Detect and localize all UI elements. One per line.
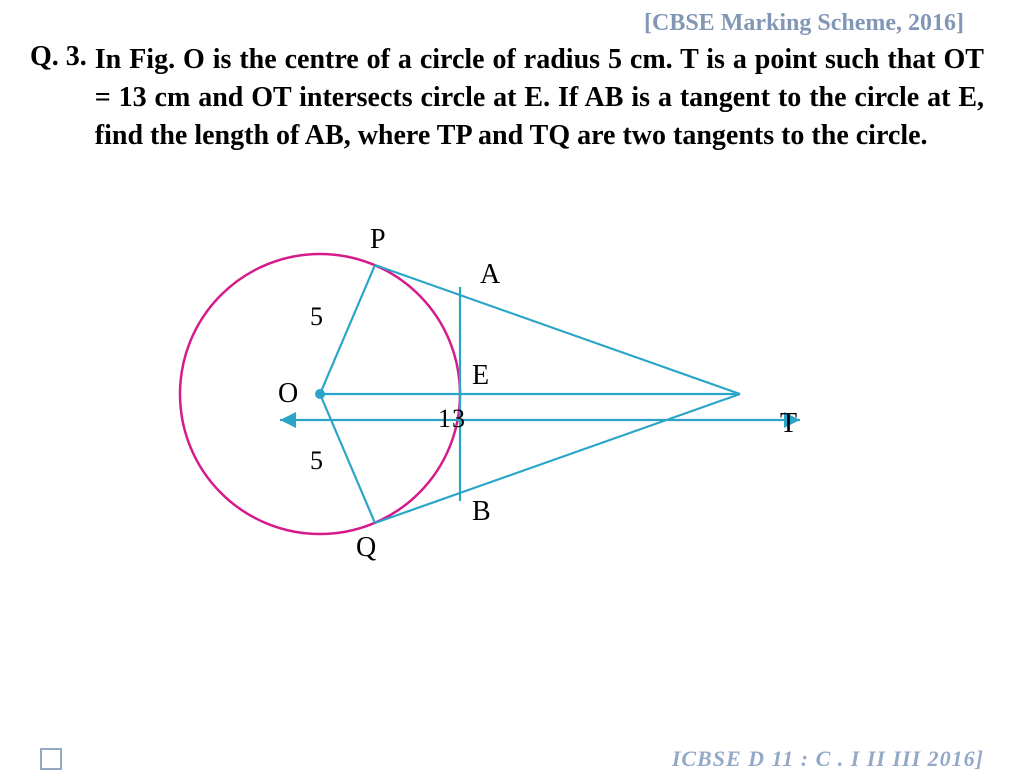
- arrowhead-left: [280, 412, 296, 428]
- geometry-figure: P A E O B Q T 5 5 13: [160, 174, 800, 614]
- label-radius-5-lower: 5: [310, 446, 323, 476]
- label-t: T: [780, 408, 797, 440]
- label-q: Q: [356, 532, 376, 564]
- line-op: [320, 265, 375, 394]
- label-o: O: [278, 378, 298, 410]
- watermark-text: ICBSE D 11 : C . I II III 2016]: [672, 746, 984, 772]
- figure-svg: [160, 174, 800, 614]
- label-distance-13: 13: [438, 404, 466, 434]
- bottom-watermark: ICBSE D 11 : C . I II III 2016]: [0, 746, 1024, 772]
- label-a: A: [480, 259, 500, 291]
- question-number: Q. 3.: [30, 41, 87, 73]
- question-block: Q. 3. In Fig. O is the centre of a circl…: [30, 41, 994, 154]
- source-tag: [CBSE Marking Scheme, 2016]: [30, 10, 994, 37]
- line-tp: [375, 265, 740, 394]
- label-e: E: [472, 360, 489, 392]
- label-b: B: [472, 496, 491, 528]
- line-oq: [320, 394, 375, 523]
- box-icon: [40, 748, 62, 770]
- question-text: In Fig. O is the centre of a circle of r…: [95, 41, 994, 154]
- label-p: P: [370, 224, 386, 256]
- label-radius-5-upper: 5: [310, 302, 323, 332]
- line-tq: [375, 394, 740, 523]
